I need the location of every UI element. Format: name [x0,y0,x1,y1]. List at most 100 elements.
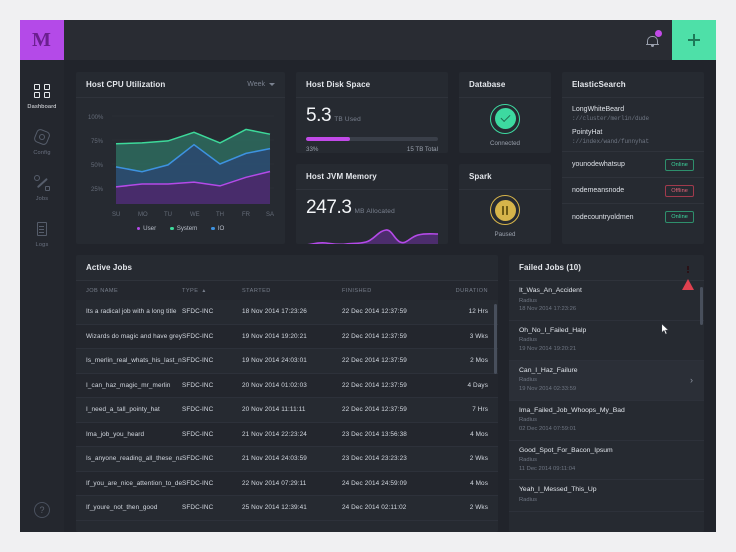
spark-card-header: Spark [459,164,551,190]
cell-duration: 4 Mos [470,479,488,487]
column-header-started[interactable]: STARTED [242,287,271,294]
failed-job-source: Radius [519,377,538,384]
cluster-entry[interactable]: PointyHat ://index/wand/funnyhat [572,129,694,145]
notification-badge [655,30,662,37]
x-tick-fr: FR [242,212,251,218]
elasticsearch-node[interactable]: nodecountryoldmen Online [562,204,704,230]
cpu-card-title: Host CPU Utilization [86,80,166,89]
cell-duration: 2 Wks [469,455,488,463]
jvm-value-row: 247.3 MB Allocated [306,198,438,217]
host-jvm-memory-card: Host JVM Memory 247.3 MB Allocated [296,163,448,244]
status-badge: Online [665,158,694,171]
status-column: Database Connected Spark [459,72,551,244]
disk-value-row: 5.3 TB Used [306,106,438,125]
spark-card: Spark Paused [459,163,551,244]
cell-type: SFDC-INC [182,479,214,487]
cell-started: 18 Nov 2014 17:23:26 [242,308,307,316]
failed-jobs-scroll[interactable]: It_Was_An_Accident Radius 18 Nov 2014 17:2… [509,281,704,532]
cell-type: SFDC-INC [182,308,214,316]
failed-job-source: Radius [519,337,538,344]
table-row[interactable]: Ima_job_you_heard SFDC-INC 21 Nov 2014 22:… [76,422,498,447]
add-button[interactable] [672,20,716,60]
help-icon[interactable]: ? [34,502,50,518]
failed-jobs-scrollbar[interactable] [700,287,703,325]
table-row[interactable]: Is_anyone_reading_all_these_namesSFDC-IN… [76,447,498,472]
cluster-name: PointyHat [572,129,603,136]
failed-job-time: 19 Nov 2014 02:33:59 [519,385,577,392]
cell-duration: 4 Mos [470,430,488,438]
table-row[interactable]: Its a radical job with a long title SFDC-… [76,300,498,325]
database-card-header: Database [459,72,551,98]
legend-io: IO [211,225,224,232]
sidebar-item-config[interactable]: Config [20,120,64,166]
legend-user-label: User [143,225,157,232]
cell-type: SFDC-INC [182,406,214,414]
bottom-row: Active Jobs JOB NAME TYPE ▲ STARTED FINIS… [76,255,704,532]
topbar-spacer [64,20,632,60]
jvm-unit: MB Allocated [354,207,395,215]
app-logo[interactable]: M [20,20,64,60]
failed-job-source: Radius [519,297,538,304]
cell-finished: 24 Dec 2014 24:59:09 [342,479,407,487]
disk-card-header: Host Disk Space [296,72,448,98]
cell-job-name: Wizards do magic and have grey hair [86,332,182,340]
series-user-area [116,171,270,204]
elasticsearch-card: ElasticSearch LongWhiteBeard ://cluster/… [562,72,704,244]
sidebar: Dashboard Config Jobs Logs ? [20,60,64,532]
chevron-right-icon[interactable]: › [690,375,693,386]
gear-icon [32,127,52,147]
list-item[interactable]: Oh_No_I_Failed_Halp Radius 19 Nov 2014 19:… [509,321,704,361]
table-row[interactable]: If_you_are_nice_attention_to_detail SFDC-… [76,471,498,496]
pause-icon [490,195,520,226]
notifications-button[interactable] [632,20,672,60]
list-item[interactable]: Good_Spot_For_Bacon_Ipsum Radius 11 Dec 20… [509,441,704,481]
disk-percent: 33% [306,146,319,153]
node-name: nodecountryoldmen [572,213,634,221]
active-jobs-rows: Its a radical job with a long title SFDC-… [76,300,498,521]
list-item[interactable]: Ima_Failed_Job_Whoops_My_Bad Radius 02 Dec… [509,401,704,441]
list-item[interactable]: Yeah_I_Messed_This_Up Radius [509,480,704,512]
failed-jobs-list: It_Was_An_Accident Radius 18 Nov 2014 17:2… [509,281,704,512]
jvm-sparkline [306,228,438,244]
status-badge: Online [665,211,694,223]
sort-arrow-icon: ▲ [201,287,207,294]
y-tick-100: 100% [88,115,104,121]
dashboard-app: M Dashboard Config [20,20,716,532]
elasticsearch-node[interactable]: nodemeansnode Offline [562,178,704,204]
failed-jobs-header: Failed Jobs (10) [509,255,704,290]
active-jobs-card: Active Jobs JOB NAME TYPE ▲ STARTED FINIS… [76,255,498,532]
sidebar-item-jobs[interactable]: Jobs [20,166,64,212]
table-row[interactable]: Wizards do magic and have grey hairSFDC-… [76,324,498,349]
sidebar-label-config: Config [33,150,51,156]
cell-duration: 12 Hrs [468,308,488,316]
disk-progress-labels: 33% 15 TB Total [306,146,438,153]
column-header-finished[interactable]: FINISHED [342,287,372,294]
table-row[interactable]: I_need_a_tall_pointy_hat SFDC-INC 20 Nov 2… [76,398,498,423]
column-header-job-name[interactable]: JOB NAME [86,287,119,294]
list-item[interactable]: It_Was_An_Accident Radius 18 Nov 2014 17:2… [509,281,704,321]
elasticsearch-card-title: ElasticSearch [572,80,626,89]
cell-finished: 23 Dec 2014 23:23:23 [342,455,407,463]
table-row[interactable]: Is_merlin_real_whats_his_last_nameSFDC-I… [76,349,498,374]
table-row[interactable]: I_can_haz_magic_mr_merlin SFDC-INC 20 Nov … [76,373,498,398]
database-status: Connected [490,139,520,147]
column-header-duration[interactable]: DURATION [455,287,488,294]
list-item[interactable]: Can_I_Haz_Failure Radius 19 Nov 2014 02:33… [509,360,704,401]
cpu-range-select[interactable]: Week [247,81,275,88]
table-row[interactable]: If_youre_not_then_good SFDC-INC 25 Nov 201… [76,496,498,521]
jvm-value: 247.3 [306,196,352,218]
cell-job-name: I_can_haz_magic_mr_merlin [86,381,171,389]
elasticsearch-card-header: ElasticSearch [562,72,704,98]
cell-job-name: If_youre_not_then_good [86,504,158,512]
column-header-type[interactable]: TYPE ▲ [182,287,207,294]
elasticsearch-node[interactable]: younodewhatsup Online [562,152,704,178]
sidebar-item-logs[interactable]: Logs [20,212,64,258]
disk-total: 15 TB Total [406,146,438,153]
database-card-body: Connected [459,98,551,153]
active-jobs-scroll[interactable]: Its a radical job with a long title SFDC-… [76,300,498,532]
sidebar-item-dashboard[interactable]: Dashboard [20,74,64,120]
series-user-line [115,170,271,188]
active-jobs-scrollbar[interactable] [494,304,497,374]
cluster-entry[interactable]: LongWhiteBeard ://cluster/merlin/dude [572,106,694,122]
cell-duration: 4 Days [467,381,488,389]
